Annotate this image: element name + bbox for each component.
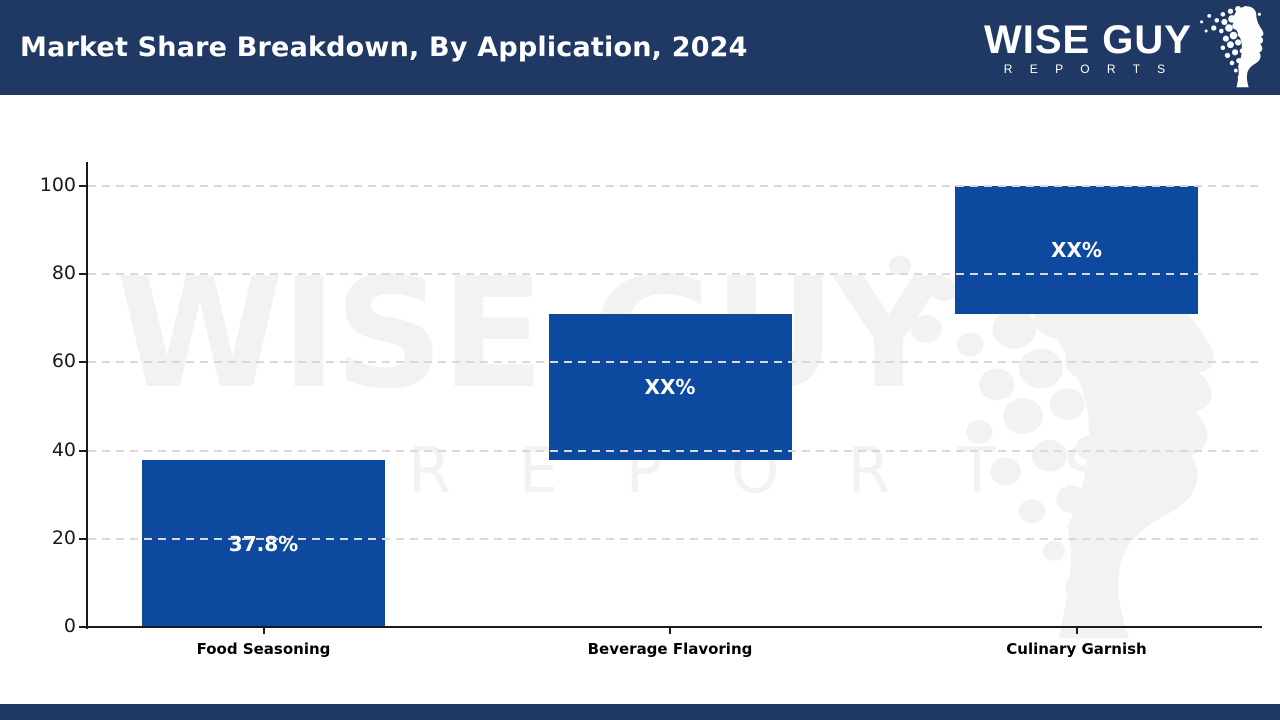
category-label: Beverage Flavoring: [587, 640, 753, 658]
logo-name-text: WISE GUY: [983, 17, 1192, 62]
gridline: [88, 273, 1262, 276]
x-axis-tick: [262, 628, 265, 634]
x-axis-line: [86, 626, 1262, 628]
y-axis-tick-label: 20: [51, 526, 76, 549]
logo-reports-text: R E P O R T S: [1003, 61, 1173, 76]
bar-value-label: XX%: [1051, 237, 1102, 262]
y-axis-tick: [79, 449, 86, 452]
gridline: [88, 537, 1262, 540]
gridline: [88, 361, 1262, 364]
logo-text: WISE GUY R E P O R T S: [984, 19, 1192, 76]
y-axis-tick-label: 80: [51, 262, 76, 285]
y-axis-tick: [79, 273, 86, 276]
page-title: Market Share Breakdown, By Application, …: [20, 32, 748, 63]
x-axis-tick: [1075, 628, 1078, 634]
bar-segment: XX%: [548, 313, 792, 461]
category-label: Food Seasoning: [196, 640, 331, 658]
y-axis-tick-label: 0: [63, 615, 76, 637]
bar-value-label: XX%: [644, 375, 696, 400]
watermark-wise-guy: WISE GUY: [116, 245, 944, 422]
y-axis-tick: [79, 537, 86, 540]
y-axis-tick-label: 40: [51, 438, 76, 461]
bar-segment: 37.8%: [142, 460, 385, 627]
gridline: [88, 185, 1262, 187]
y-axis-tick-label: 60: [51, 350, 76, 373]
y-axis-tick-label: 100: [39, 174, 76, 196]
header-bar: Market Share Breakdown, By Application, …: [0, 0, 1280, 95]
y-axis-line: [86, 162, 88, 629]
y-axis-tick: [79, 361, 86, 364]
gridline: [88, 449, 1262, 452]
logo-face-icon: [1200, 5, 1264, 88]
wise-guy-reports-logo: WISE GUY R E P O R T S: [984, 5, 1270, 89]
category-label: Culinary Garnish: [1006, 640, 1147, 658]
bar-value-label: 37.8%: [228, 531, 299, 556]
footer-bar: [0, 704, 1280, 720]
y-axis-tick: [79, 626, 86, 628]
bar-segment: XX%: [955, 186, 1198, 314]
y-axis-tick: [79, 185, 86, 187]
x-axis-tick: [669, 628, 671, 634]
